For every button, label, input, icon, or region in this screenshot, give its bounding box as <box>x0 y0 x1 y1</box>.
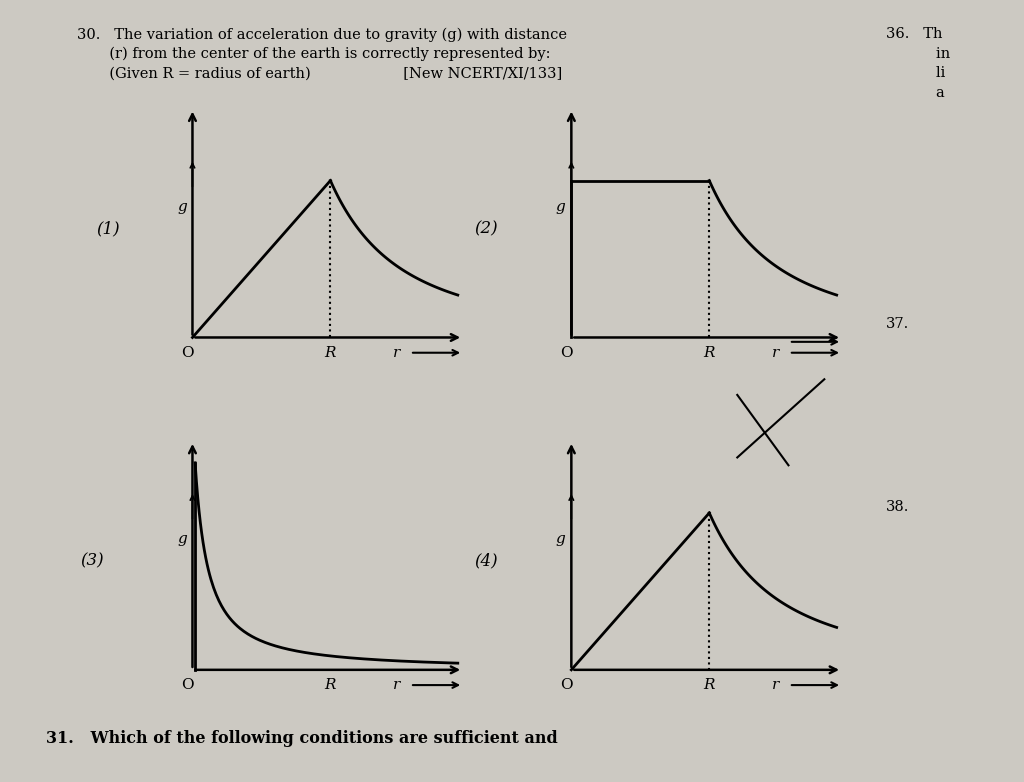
Text: (1): (1) <box>96 220 120 237</box>
Text: li: li <box>899 66 945 81</box>
Text: in: in <box>899 47 950 61</box>
Text: (Given R = radius of earth)                    [New NCERT/XI/133]: (Given R = radius of earth) [New NCERT/X… <box>77 66 562 81</box>
Text: R: R <box>703 678 715 692</box>
Text: R: R <box>325 346 336 360</box>
Text: r: r <box>772 346 779 360</box>
Text: (3): (3) <box>80 552 103 569</box>
Text: g: g <box>177 532 186 546</box>
Text: 31.   Which of the following conditions are sufficient and: 31. Which of the following conditions ar… <box>46 730 558 747</box>
Text: O: O <box>560 346 572 360</box>
Text: r: r <box>393 678 400 692</box>
Text: R: R <box>325 678 336 692</box>
Text: g: g <box>556 199 565 213</box>
Text: (4): (4) <box>475 552 499 569</box>
Text: O: O <box>181 346 194 360</box>
Text: O: O <box>181 678 194 692</box>
Text: 30.   The variation of acceleration due to gravity (g) with distance: 30. The variation of acceleration due to… <box>77 27 567 41</box>
Text: O: O <box>560 678 572 692</box>
Text: g: g <box>556 532 565 546</box>
Text: g: g <box>177 199 186 213</box>
Text: 38.: 38. <box>886 500 909 515</box>
Text: (2): (2) <box>475 220 499 237</box>
Text: r: r <box>393 346 400 360</box>
Text: r: r <box>772 678 779 692</box>
Text: 36.   Th: 36. Th <box>886 27 942 41</box>
Text: (r) from the center of the earth is correctly represented by:: (r) from the center of the earth is corr… <box>77 47 550 61</box>
Text: 37.: 37. <box>886 317 909 331</box>
Text: a: a <box>899 86 945 100</box>
Text: R: R <box>703 346 715 360</box>
